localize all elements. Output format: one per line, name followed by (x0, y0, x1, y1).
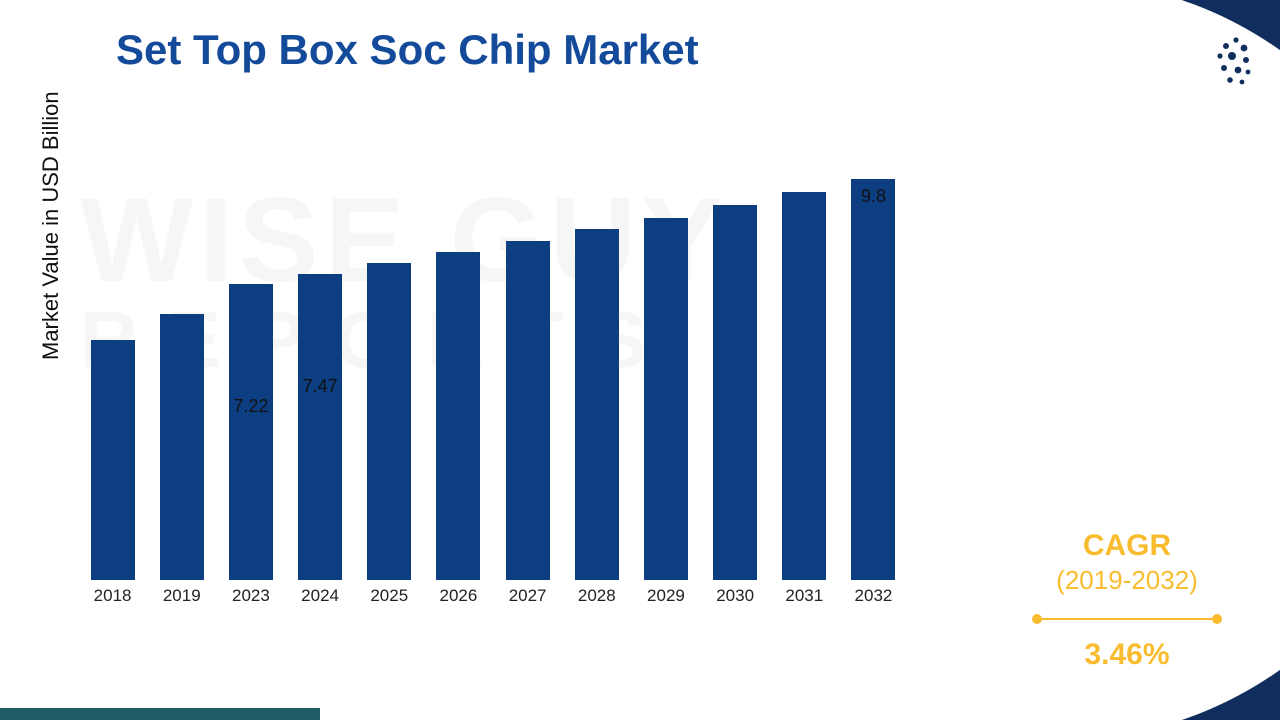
bar (575, 229, 619, 580)
bar (506, 241, 550, 580)
x-tick: 2019 (163, 586, 201, 606)
bar-slot: 2028 (562, 229, 631, 580)
bar (436, 252, 480, 580)
head-dots-icon (1192, 26, 1262, 106)
bar-chart: 201820197.2220237.4720242025202620272028… (78, 150, 908, 580)
bar-value-label: 7.47 (303, 376, 338, 397)
bar-value-label: 9.8 (861, 186, 886, 207)
bar (298, 274, 342, 580)
bar (851, 179, 895, 580)
bar-slot: 2031 (770, 192, 839, 580)
footer-strip (0, 708, 320, 720)
y-axis-label: Market Value in USD Billion (38, 91, 64, 360)
bar-slot: 7.222023 (216, 284, 285, 580)
x-tick: 2026 (440, 586, 478, 606)
x-tick: 2029 (647, 586, 685, 606)
bar-slot: 2027 (493, 241, 562, 580)
canvas: WISE GUY REPORTS CAGR (2019-2032) 3.46% … (0, 0, 1280, 720)
bar-value-label: 7.22 (233, 396, 268, 417)
cagr-block: CAGR (2019-2032) 3.46% (1002, 529, 1252, 672)
bar (160, 314, 204, 580)
bar-slot: 9.82032 (839, 179, 908, 580)
bar (644, 218, 688, 580)
bar-slot: 2029 (631, 218, 700, 580)
brand-logo: WISE GUY REPORTS (986, 22, 1256, 89)
cagr-label: CAGR (1002, 529, 1252, 563)
bar (713, 205, 757, 580)
bar-slot: 2030 (701, 205, 770, 580)
bar (229, 284, 273, 580)
x-tick: 2018 (94, 586, 132, 606)
bar (91, 340, 135, 580)
x-tick: 2025 (370, 586, 408, 606)
bar-slot: 2019 (147, 314, 216, 580)
bar-slot: 2018 (78, 340, 147, 580)
bar-slot: 7.472024 (286, 274, 355, 580)
cagr-divider (1037, 618, 1217, 620)
chart-title: Set Top Box Soc Chip Market (116, 26, 699, 74)
x-tick: 2031 (785, 586, 823, 606)
right-panel: WISE GUY REPORTS CAGR (2019-2032) 3.46% (970, 0, 1280, 720)
x-tick: 2032 (855, 586, 893, 606)
x-tick: 2024 (301, 586, 339, 606)
x-tick: 2030 (716, 586, 754, 606)
bar (367, 263, 411, 580)
bar (782, 192, 826, 580)
bar-slot: 2026 (424, 252, 493, 580)
bars-container: 201820197.2220237.4720242025202620272028… (78, 150, 908, 580)
x-tick: 2028 (578, 586, 616, 606)
bar-slot: 2025 (355, 263, 424, 580)
cagr-value: 3.46% (1002, 638, 1252, 672)
cagr-period: (2019-2032) (1002, 565, 1252, 596)
x-tick: 2023 (232, 586, 270, 606)
x-tick: 2027 (509, 586, 547, 606)
